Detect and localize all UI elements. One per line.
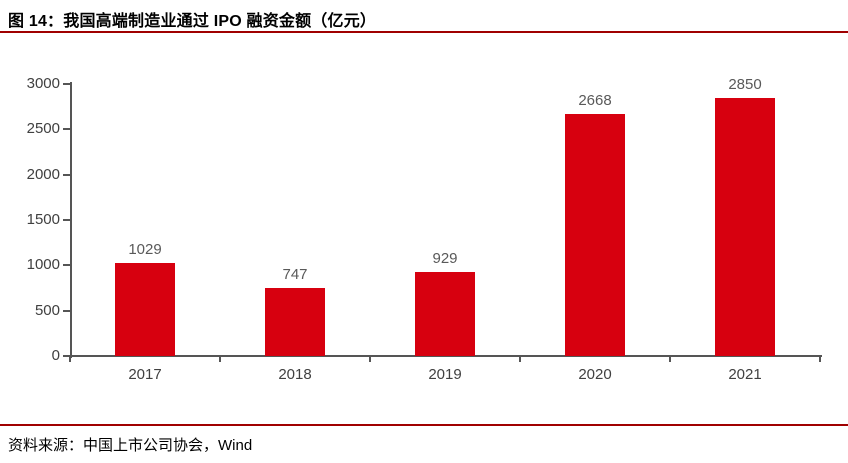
x-axis-category-label-2021: 2021 — [728, 366, 762, 383]
y-axis-tick — [63, 309, 70, 312]
y-axis-tick — [63, 83, 70, 85]
x-axis-tick — [219, 356, 221, 362]
bar-2017 — [115, 262, 175, 356]
y-axis-line — [70, 82, 72, 358]
x-axis-category-label-2018: 2018 — [278, 366, 312, 383]
y-axis-tick — [63, 173, 70, 176]
bar-value-label-2021: 2850 — [728, 75, 762, 93]
y-axis-tick-label: 0 — [51, 347, 60, 364]
footer-top-rule — [0, 424, 848, 426]
bar-value-label-2019: 929 — [432, 249, 458, 267]
x-axis-category-label-2017: 2017 — [128, 366, 162, 383]
figure-title: 图 14：我国高端制造业通过 IPO 融资金额（亿元） — [8, 13, 377, 30]
x-axis-line — [70, 355, 822, 357]
bar-value-label-2017: 1029 — [128, 240, 162, 258]
bar-chart-ipo-financing: 0 500 1000 1500 2000 2500 3000 1029 2017 747 2018 9… — [26, 75, 822, 383]
y-axis-tick-label: 500 — [34, 301, 60, 319]
x-axis-tick — [669, 356, 671, 362]
y-axis-tick-label: 3000 — [26, 75, 60, 92]
x-axis-category-label-2019: 2019 — [428, 366, 462, 383]
y-axis-tick-label: 1000 — [26, 256, 60, 274]
bar-value-label-2020: 2668 — [578, 92, 612, 110]
y-axis-tick-label: 1500 — [26, 211, 60, 228]
y-axis-tick-label: 2000 — [26, 165, 60, 183]
y-axis-tick — [63, 128, 70, 131]
y-axis-tick — [63, 219, 70, 221]
x-axis-tick — [819, 356, 821, 362]
x-axis-category-label-2020: 2020 — [578, 366, 612, 383]
title-underline-rule — [0, 31, 848, 33]
x-axis-tick — [69, 356, 71, 362]
bar-2021 — [715, 97, 775, 356]
y-axis-tick-label: 2500 — [26, 120, 60, 138]
y-axis-tick — [63, 355, 70, 357]
bar-value-label-2018: 747 — [282, 266, 308, 284]
x-axis-tick — [519, 356, 521, 362]
source-note: 资料来源：中国上市公司协会，Wind — [8, 437, 253, 454]
bar-2019 — [415, 271, 475, 356]
bar-2020 — [565, 114, 625, 356]
y-axis-tick — [63, 264, 70, 267]
bar-2018 — [265, 288, 325, 356]
x-axis-tick — [369, 356, 371, 362]
